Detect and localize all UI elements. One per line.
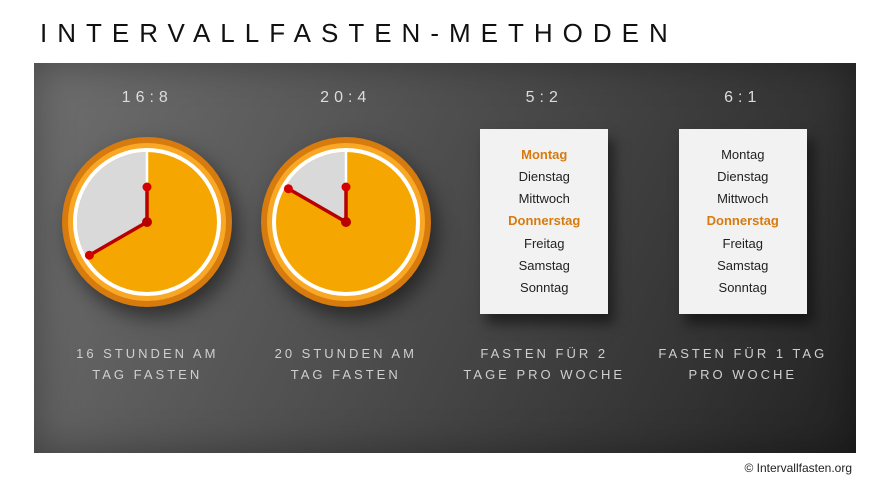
day-label: Montag [521,146,567,164]
day-label: Mittwoch [519,190,570,208]
day-label: Samstag [519,257,570,275]
clock-icon [261,137,431,307]
method-label: 16:8 [122,89,173,107]
day-label: Sonntag [719,279,767,297]
credit-text: © Intervallfasten.org [0,453,890,475]
method-caption: 16 STUNDEN AM TAG FASTEN [62,344,232,386]
day-label: Dienstag [717,168,768,186]
method-column: 5:2 Montag Dienstag Mittwoch Donnerstag Freit… [445,83,644,453]
method-caption: FASTEN FÜR 2 TAGE PRO WOCHE [459,344,629,386]
method-column: 16:8 16 STUNDEN AM TAG FASTEN [48,83,247,453]
clock-visual [54,129,241,314]
method-label: 6:1 [724,89,761,107]
clock-icon [62,137,232,307]
page-title: INTERVALLFASTEN-METHODEN [0,0,890,63]
day-card: Montag Dienstag Mittwoch Donnerstag Freitag S… [679,129,807,314]
method-caption: 20 STUNDEN AM TAG FASTEN [261,344,431,386]
daycard-visual: Montag Dienstag Mittwoch Donnerstag Freitag S… [451,129,638,314]
day-label: Freitag [723,235,763,253]
day-label: Donnerstag [508,212,580,230]
day-label: Montag [721,146,764,164]
day-label: Donnerstag [707,212,779,230]
method-caption: FASTEN FÜR 1 TAG PRO WOCHE [658,344,828,386]
day-card: Montag Dienstag Mittwoch Donnerstag Freitag S… [480,129,608,314]
day-label: Freitag [524,235,564,253]
day-label: Dienstag [519,168,570,186]
daycard-visual: Montag Dienstag Mittwoch Donnerstag Freitag S… [650,129,837,314]
method-column: 20:4 20 STUNDEN AM TAG FASTEN [247,83,446,453]
clock-visual [253,129,440,314]
day-label: Mittwoch [717,190,768,208]
method-label: 20:4 [320,89,371,107]
method-column: 6:1 Montag Dienstag Mittwoch Donnerstag Freit… [644,83,843,453]
day-label: Sonntag [520,279,568,297]
methods-panel: 16:8 16 STUNDEN AM TAG FASTEN 20:4 20 STUND… [34,63,856,453]
method-label: 5:2 [526,89,563,107]
day-label: Samstag [717,257,768,275]
